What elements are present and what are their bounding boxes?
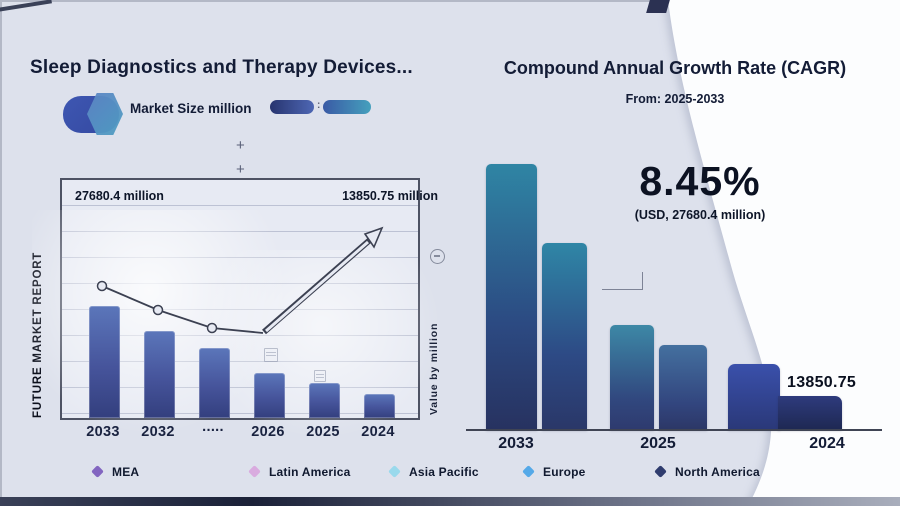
- x-label-2025: 2025: [306, 424, 340, 440]
- bar-2033: [89, 306, 120, 418]
- x-label-2024: 2024: [809, 435, 845, 452]
- pill-separator: :: [317, 100, 321, 111]
- minus-circle-icon: [430, 249, 445, 264]
- left-chart-title: Sleep Diagnostics and Therapy Devices...: [30, 57, 413, 78]
- legend-label: Latin America: [269, 465, 351, 479]
- right-chart-title: Compound Annual Growth Rate (CAGR): [503, 58, 847, 78]
- legend-label: MEA: [112, 465, 140, 479]
- bar-2026: [254, 373, 285, 418]
- legend-label: Europe: [543, 465, 586, 479]
- frame-top-notch: [646, 0, 670, 13]
- legend-pill-teal: [323, 100, 371, 114]
- bar-2024: [364, 394, 395, 418]
- cagr-end-value: 13850.75: [787, 374, 857, 391]
- calendar-icon: [314, 370, 326, 382]
- cagr-note: (USD, 27680.4 million): [634, 208, 766, 222]
- cagr-bar-2024-primary: [728, 364, 780, 430]
- bar-2025: [309, 383, 340, 418]
- legend-label: North America: [675, 465, 760, 479]
- cagr-bar-2025-primary: [610, 325, 654, 430]
- right-chart-subtitle: From: 2025-2033: [625, 92, 725, 106]
- left-chart-y-axis-label: Value by million: [428, 322, 440, 415]
- cagr-value: 8.45%: [639, 158, 761, 204]
- step-bracket-line: [602, 272, 643, 290]
- x-label-2033: 2033: [86, 424, 120, 440]
- cagr-bar-2024-secondary: [778, 396, 842, 430]
- x-label-2024: 2024: [361, 424, 395, 440]
- cagr-bar-2033-secondary: [542, 243, 587, 430]
- plus-mark-icon: +: [236, 161, 245, 178]
- x-label-2033: 2033: [498, 435, 534, 452]
- left-chart-end-value: 13850.75 million: [342, 189, 438, 203]
- market-size-label: Market Size million: [130, 101, 252, 116]
- bar-mid-years: [199, 348, 230, 418]
- cagr-bar-2025-secondary: [659, 345, 707, 430]
- calendar-icon: [264, 348, 278, 362]
- frame-bottom-bar: [0, 497, 900, 506]
- trend-line-and-arrow: [96, 226, 384, 335]
- plus-mark-icon: +: [236, 137, 245, 154]
- x-label-2025: 2025: [640, 435, 676, 452]
- right-chart-x-axis: [466, 429, 882, 431]
- x-label-2026: 2026: [251, 424, 285, 440]
- x-label-2032: 2032: [141, 424, 175, 440]
- watermark-future-market-report: FUTURE MARKET REPORT: [32, 251, 44, 418]
- cagr-bar-2033-primary: [486, 164, 537, 430]
- left-chart-plot-area: 27680.4 million 13850.75 million: [32, 178, 442, 440]
- legend-label: Asia Pacific: [409, 465, 479, 479]
- bar-2032: [144, 331, 175, 418]
- market-size-icon: [63, 93, 125, 135]
- legend-pill-dark: [270, 100, 314, 114]
- x-label-ellipsis: .....: [202, 419, 224, 435]
- left-chart-start-value: 27680.4 million: [75, 189, 164, 203]
